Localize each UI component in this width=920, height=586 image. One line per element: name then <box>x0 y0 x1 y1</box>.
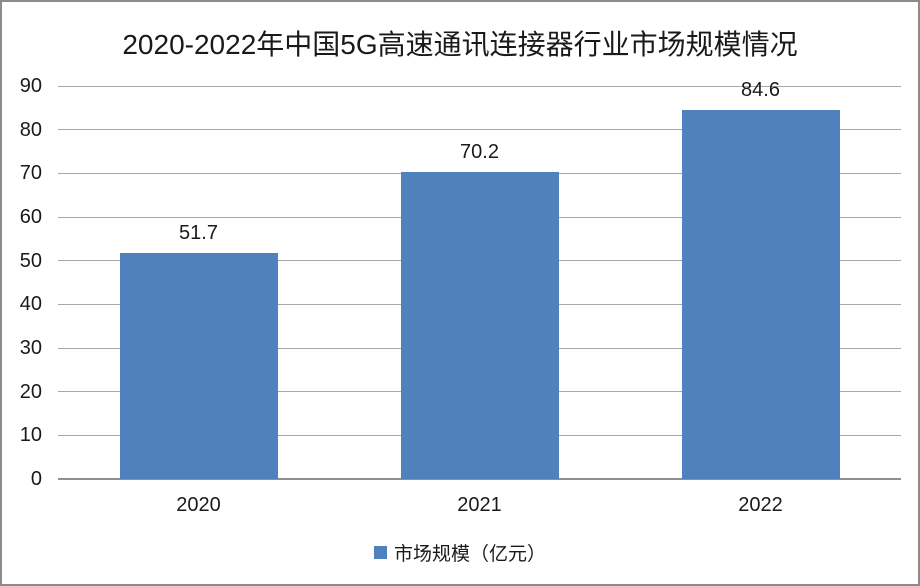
bar-slot-2020: 51.7 <box>58 86 339 479</box>
x-axis-label-2022: 2022 <box>738 494 783 516</box>
y-tick-label: 80 <box>19 118 42 141</box>
bar-slot-2022: 84.6 <box>620 79 901 479</box>
x-axis-line <box>58 478 901 480</box>
x-axis-label-2020: 2020 <box>176 494 221 516</box>
bar-value-label-2020: 51.7 <box>179 222 218 245</box>
chart-title: 2020-2022年中国5G高速通讯连接器行业市场规模情况 <box>122 29 798 60</box>
bar-2020 <box>119 253 278 479</box>
y-tick-label: 50 <box>19 249 42 272</box>
y-tick-label: 60 <box>19 206 42 228</box>
y-tick-label: 70 <box>19 162 42 185</box>
y-tick-label: 30 <box>19 337 42 359</box>
bar-2022 <box>681 109 840 479</box>
gridline <box>58 129 901 131</box>
gridline <box>58 85 901 87</box>
x-axis-labels: 2020 2021 2022 <box>58 494 901 517</box>
y-tick-label: 90 <box>19 75 42 97</box>
bar-value-label-2021: 70.2 <box>460 141 499 164</box>
bar-value-label-2022: 84.6 <box>741 78 780 101</box>
plot-area: 0 10 20 30 40 50 60 70 80 90 51.7 70.2 84.6 <box>20 75 901 490</box>
legend-label: 市场规模（亿元） <box>393 544 546 565</box>
y-tick-label: 40 <box>19 293 42 316</box>
bar-slot-2021: 70.2 <box>339 86 620 479</box>
legend-marker-square <box>373 546 387 559</box>
bars-layer: 51.7 70.2 84.6 <box>58 79 901 479</box>
y-tick-label: 0 <box>30 468 42 490</box>
x-axis-label-2021: 2021 <box>457 494 502 516</box>
bar-2021 <box>400 172 559 479</box>
y-tick-label: 10 <box>19 424 42 447</box>
y-tick-label: 20 <box>19 380 42 403</box>
legend: 市场规模（亿元） <box>2 539 918 566</box>
